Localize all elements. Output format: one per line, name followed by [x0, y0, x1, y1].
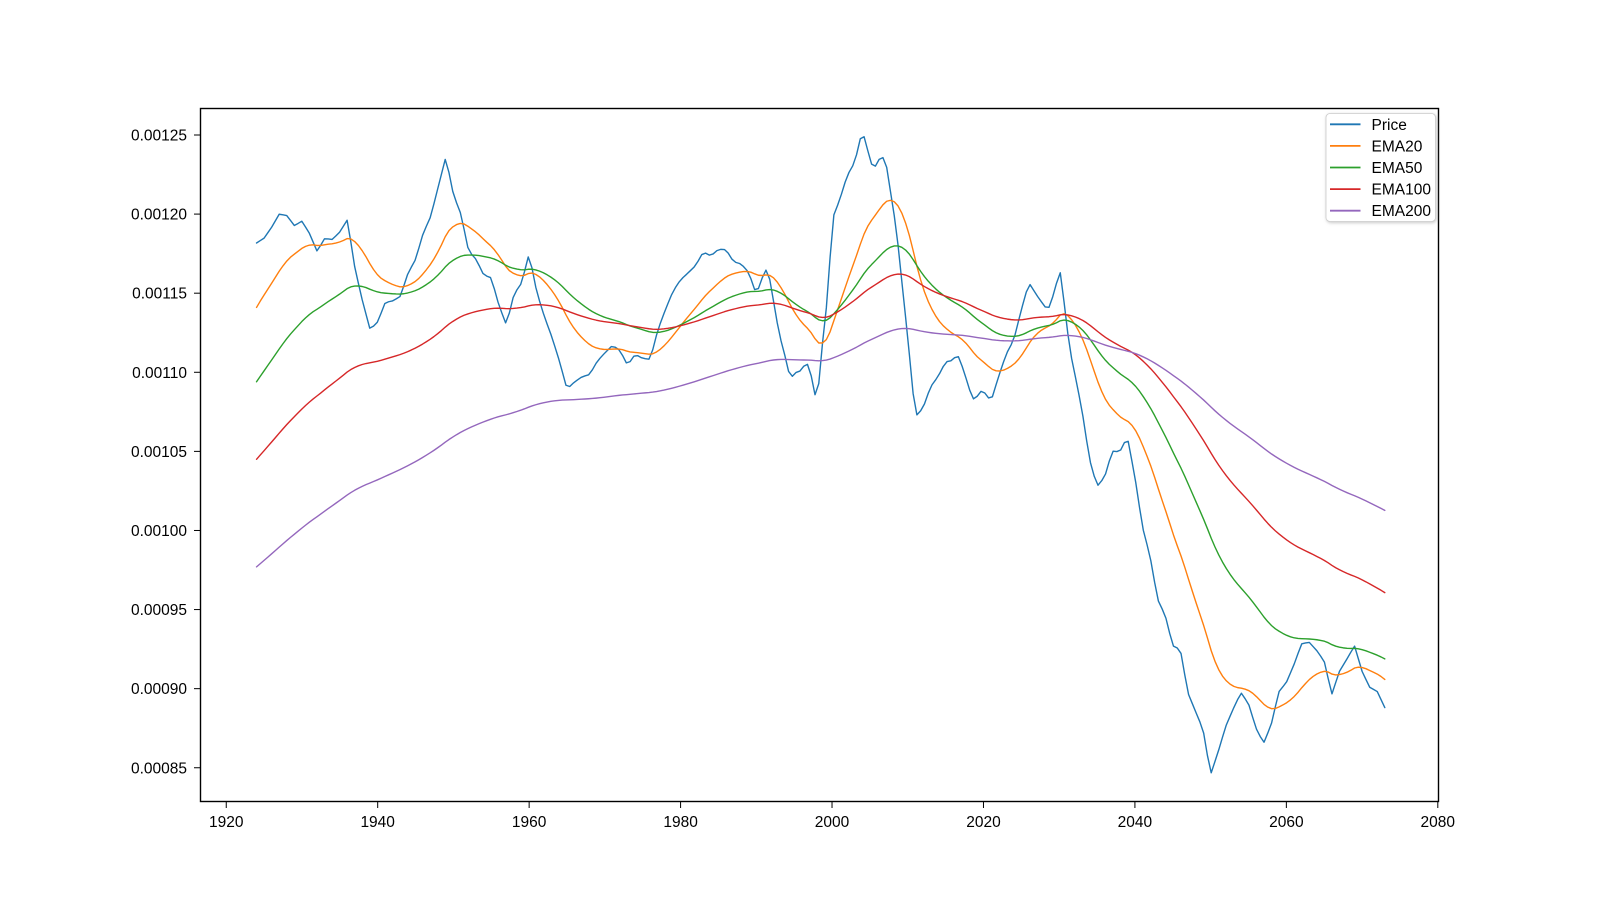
svg-text:0.00105: 0.00105 [131, 444, 187, 461]
svg-text:0.00115: 0.00115 [132, 286, 187, 303]
svg-text:Price: Price [1372, 117, 1407, 134]
svg-text:0.00125: 0.00125 [131, 128, 187, 145]
svg-text:0.00090: 0.00090 [131, 681, 187, 698]
svg-text:0.00095: 0.00095 [131, 602, 187, 619]
svg-text:2080: 2080 [1421, 814, 1456, 831]
svg-text:EMA50: EMA50 [1372, 160, 1423, 177]
svg-text:2040: 2040 [1118, 814, 1153, 831]
svg-text:1960: 1960 [512, 814, 547, 831]
svg-text:1980: 1980 [663, 814, 698, 831]
svg-text:1940: 1940 [360, 814, 395, 831]
svg-text:EMA200: EMA200 [1372, 203, 1432, 220]
svg-text:0.00110: 0.00110 [132, 365, 187, 382]
svg-text:0.00120: 0.00120 [131, 207, 187, 224]
svg-text:0.00100: 0.00100 [131, 523, 187, 540]
svg-text:2020: 2020 [966, 814, 1001, 831]
svg-text:2000: 2000 [815, 814, 850, 831]
svg-text:EMA20: EMA20 [1372, 138, 1423, 155]
svg-text:2060: 2060 [1269, 814, 1304, 831]
svg-text:0.00085: 0.00085 [131, 760, 187, 777]
svg-text:EMA100: EMA100 [1372, 182, 1432, 199]
svg-text:1920: 1920 [209, 814, 244, 831]
